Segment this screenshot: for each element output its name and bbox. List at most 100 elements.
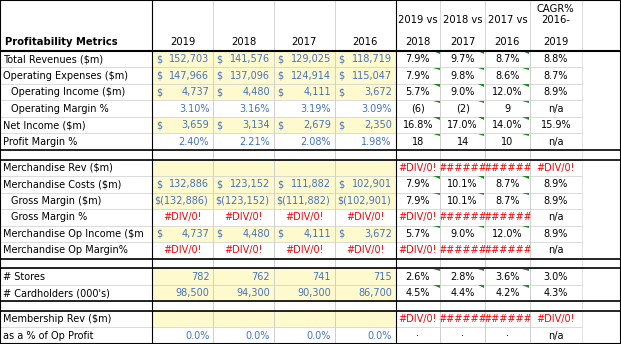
Bar [274,51,335,67]
Text: ######: ###### [438,314,487,324]
Bar [152,209,213,226]
Text: $(102,901): $(102,901) [337,196,391,206]
Bar [440,100,485,117]
Bar [152,242,213,259]
Text: 3,672: 3,672 [364,87,392,97]
Polygon shape [522,176,529,179]
Text: 3.6%: 3.6% [495,271,520,282]
Text: ·: · [461,331,464,341]
Text: $: $ [217,179,223,190]
Polygon shape [522,193,529,195]
Text: $: $ [278,120,284,130]
Bar [274,67,335,84]
Text: 9.7%: 9.7% [450,54,475,64]
Bar [335,311,396,327]
Bar [530,259,582,268]
Bar [485,209,530,226]
Text: 4,480: 4,480 [243,229,270,239]
Polygon shape [522,226,529,228]
Bar [274,268,335,285]
Text: Profitability Metrics: Profitability Metrics [5,37,117,47]
Bar [0,0,152,51]
Bar [440,160,485,176]
Bar [440,117,485,133]
Bar [396,176,440,193]
Text: 2017 vs: 2017 vs [487,15,527,25]
Text: 129,025: 129,025 [291,54,331,64]
Bar [485,133,530,150]
Text: 7.9%: 7.9% [406,196,430,206]
Text: #DIV/0!: #DIV/0! [537,314,575,324]
Polygon shape [478,117,484,120]
Polygon shape [522,134,529,136]
Text: #DIV/0!: #DIV/0! [399,212,437,223]
Text: 4.5%: 4.5% [406,288,430,298]
Bar [396,285,440,301]
Text: $: $ [278,179,284,190]
Bar [0,242,152,259]
Bar [213,51,274,67]
Bar [213,117,274,133]
Text: 2018 vs: 2018 vs [443,15,483,25]
Bar [530,100,582,117]
Text: 2.6%: 2.6% [406,271,430,282]
Bar [213,133,274,150]
Text: 4.4%: 4.4% [450,288,475,298]
Polygon shape [478,101,484,103]
Bar [530,327,582,344]
Text: 0.0%: 0.0% [246,331,270,341]
Bar [485,301,530,311]
Text: #DIV/0!: #DIV/0! [163,245,202,256]
Bar [152,0,213,51]
Bar [274,176,335,193]
Bar [530,193,582,209]
Text: Net Income ($m): Net Income ($m) [3,120,86,130]
Bar [152,311,213,327]
Bar [396,67,440,84]
Text: 3.0%: 3.0% [543,271,568,282]
Text: #DIV/0!: #DIV/0! [399,163,437,173]
Text: 8.6%: 8.6% [495,71,520,81]
Bar [335,226,396,242]
Text: 18: 18 [412,137,424,147]
Bar [485,51,530,67]
Bar [335,67,396,84]
Text: 14.0%: 14.0% [492,120,523,130]
Polygon shape [433,68,440,70]
Text: $: $ [156,71,162,81]
Bar [152,285,213,301]
Text: ######: ###### [483,314,532,324]
Bar [213,176,274,193]
Bar [335,176,396,193]
Text: #DIV/0!: #DIV/0! [346,212,384,223]
Bar [274,150,335,160]
Text: 8.7%: 8.7% [543,71,568,81]
Text: $: $ [278,54,284,64]
Text: $(123,152): $(123,152) [215,196,270,206]
Text: #DIV/0!: #DIV/0! [285,245,324,256]
Text: $(111,882): $(111,882) [276,196,330,206]
Text: Operating Margin %: Operating Margin % [11,104,109,114]
Bar [530,51,582,67]
Text: $: $ [217,229,223,239]
Text: 2017: 2017 [450,37,475,47]
Bar [440,133,485,150]
Bar [152,150,213,160]
Text: 2019 vs: 2019 vs [398,15,438,25]
Text: $: $ [338,71,345,81]
Bar [530,285,582,301]
Bar [396,133,440,150]
Text: $: $ [156,179,162,190]
Bar [0,226,152,242]
Text: as a % of Op Profit: as a % of Op Profit [3,331,94,341]
Text: $: $ [156,54,162,64]
Polygon shape [522,101,529,103]
Bar [213,226,274,242]
Text: 2016: 2016 [495,37,520,47]
Text: 147,966: 147,966 [170,71,209,81]
Polygon shape [478,176,484,179]
Bar [440,242,485,259]
Bar [0,176,152,193]
Bar [335,51,396,67]
Bar [440,209,485,226]
